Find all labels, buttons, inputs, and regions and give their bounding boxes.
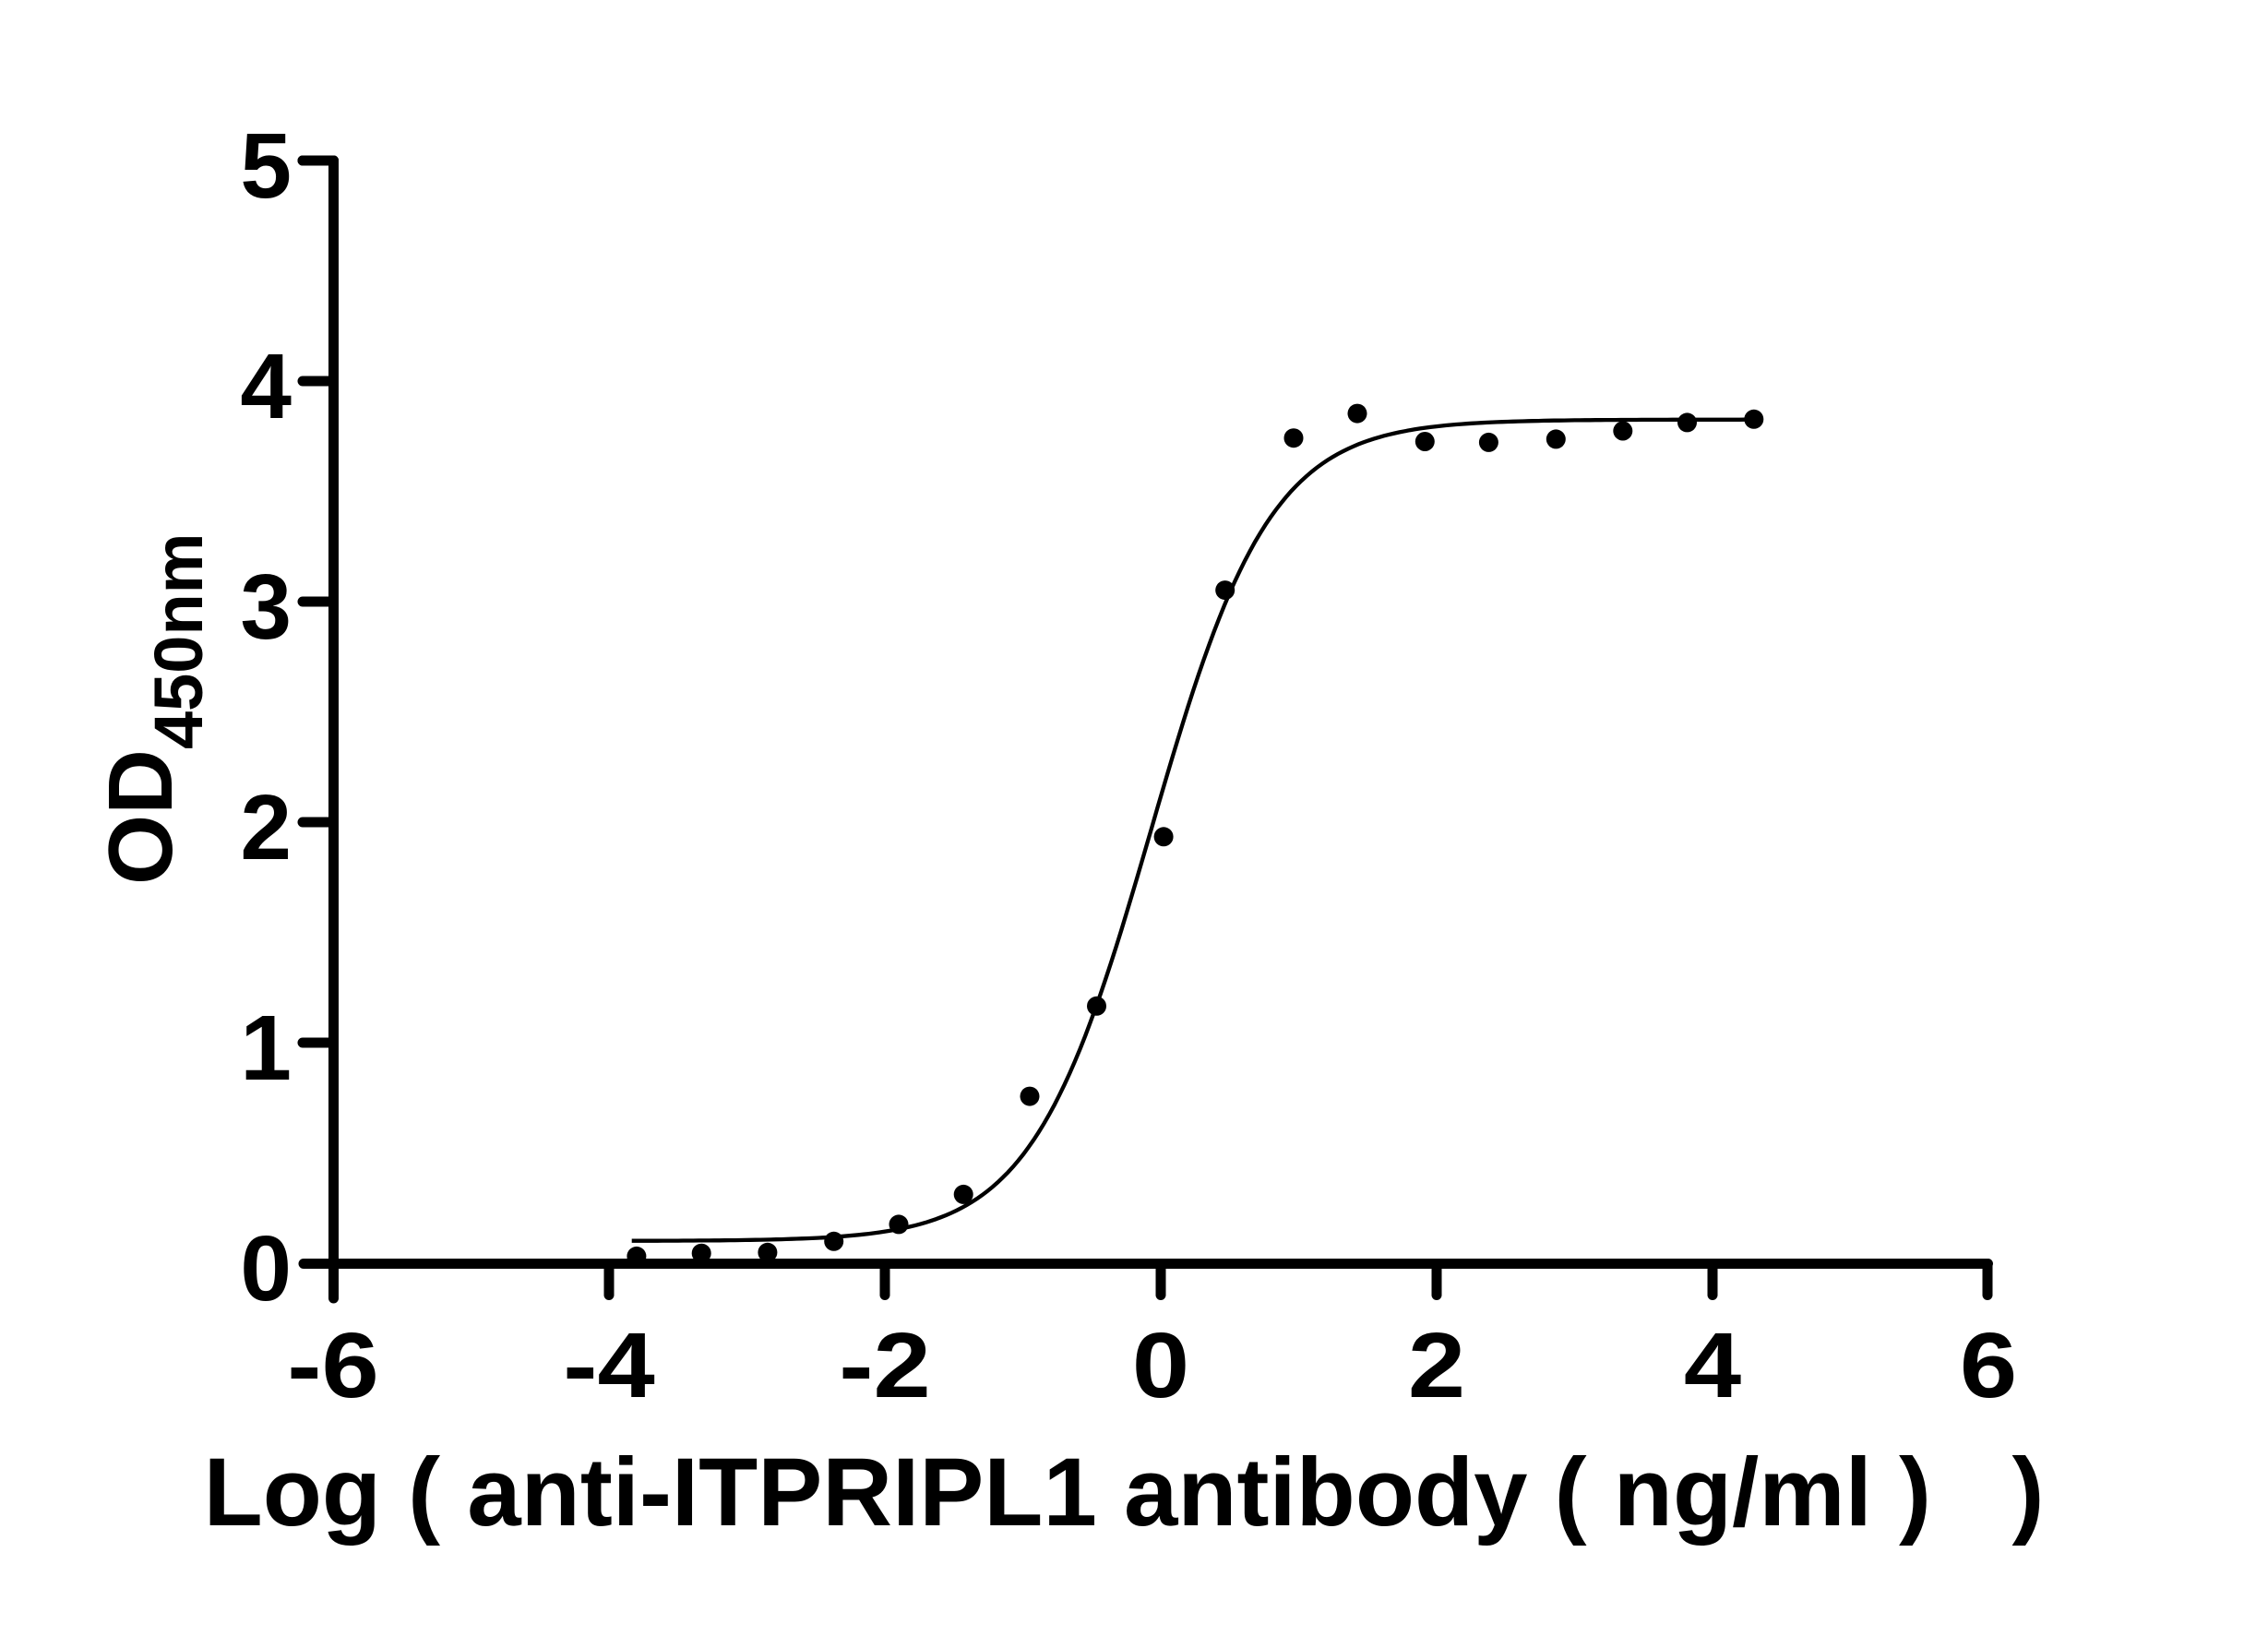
svg-text:-6: -6 xyxy=(287,1315,379,1417)
svg-text:0: 0 xyxy=(1132,1315,1189,1417)
svg-text:2: 2 xyxy=(1408,1315,1465,1417)
svg-text:2: 2 xyxy=(240,776,292,879)
svg-text:5: 5 xyxy=(240,114,292,218)
svg-text:0: 0 xyxy=(240,1217,292,1320)
svg-text:Log ( anti-ITPRIPL1 antibody (: Log ( anti-ITPRIPL1 antibody ( ng/ml ) ) xyxy=(204,1439,2045,1546)
svg-text:4: 4 xyxy=(240,335,292,438)
svg-text:4: 4 xyxy=(1684,1315,1741,1417)
svg-text:-4: -4 xyxy=(563,1315,655,1417)
svg-text:6: 6 xyxy=(1960,1315,2017,1417)
svg-text:3: 3 xyxy=(240,555,292,659)
svg-text:-2: -2 xyxy=(839,1315,931,1417)
svg-text:1: 1 xyxy=(240,997,292,1100)
